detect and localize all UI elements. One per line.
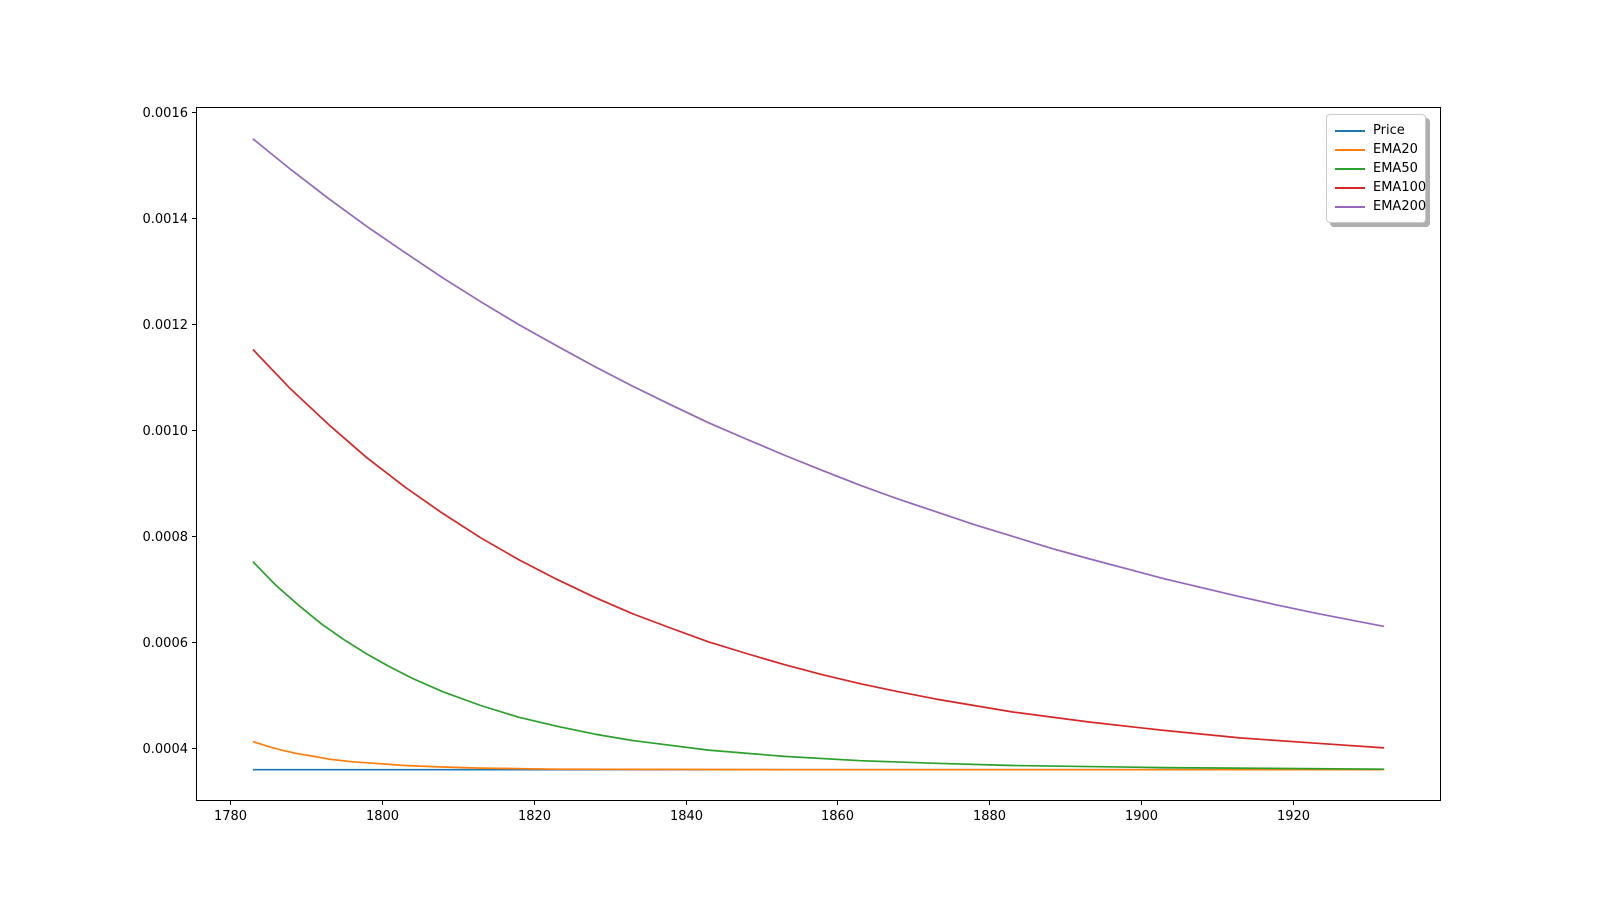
plot-frame: [196, 107, 1441, 801]
legend-label: EMA200: [1373, 199, 1427, 214]
x-tick-label: 1820: [518, 809, 551, 824]
x-tick-label: 1800: [366, 809, 399, 824]
legend-label: EMA50: [1373, 161, 1418, 176]
legend-label: EMA20: [1373, 142, 1418, 157]
legend-item-price: Price: [1335, 121, 1417, 140]
series-line-ema200: [252, 138, 1385, 628]
legend-line-swatch-ema200: [1335, 205, 1365, 208]
x-tick-label: 1860: [821, 809, 854, 824]
x-tick-label: 1920: [1277, 809, 1310, 824]
legend-label: Price: [1373, 123, 1405, 138]
y-tick-label: 0.0008: [143, 530, 189, 545]
series-line-ema100: [252, 348, 1385, 749]
legend: Price EMA20 EMA50 EMA100 EMA200: [1326, 114, 1426, 223]
y-tick-label: 0.0006: [143, 636, 189, 651]
legend-item-ema50: EMA50: [1335, 159, 1418, 178]
y-tick-label: 0.0004: [143, 742, 189, 757]
x-tick-label: 1780: [214, 809, 247, 824]
legend-item-ema20: EMA20: [1335, 140, 1418, 159]
y-tick-label: 0.0014: [143, 212, 189, 227]
legend-line-swatch-ema20: [1335, 148, 1365, 151]
legend-line-swatch-price: [1335, 129, 1365, 132]
series-line-ema20: [252, 740, 1385, 771]
series-line-ema50: [252, 561, 1385, 771]
x-tick-label: 1900: [1125, 809, 1158, 824]
legend-item-ema100: EMA100: [1335, 178, 1426, 197]
x-tick-label: 1840: [670, 809, 703, 824]
x-tick-label: 1880: [973, 809, 1006, 824]
y-tick-label: 0.0016: [143, 106, 189, 121]
legend-line-swatch-ema50: [1335, 167, 1365, 170]
legend-label: EMA100: [1373, 180, 1427, 195]
y-tick-label: 0.0012: [143, 318, 189, 333]
legend-line-swatch-ema100: [1335, 186, 1365, 189]
y-tick-label: 0.0010: [143, 424, 189, 439]
legend-item-ema200: EMA200: [1335, 197, 1426, 216]
